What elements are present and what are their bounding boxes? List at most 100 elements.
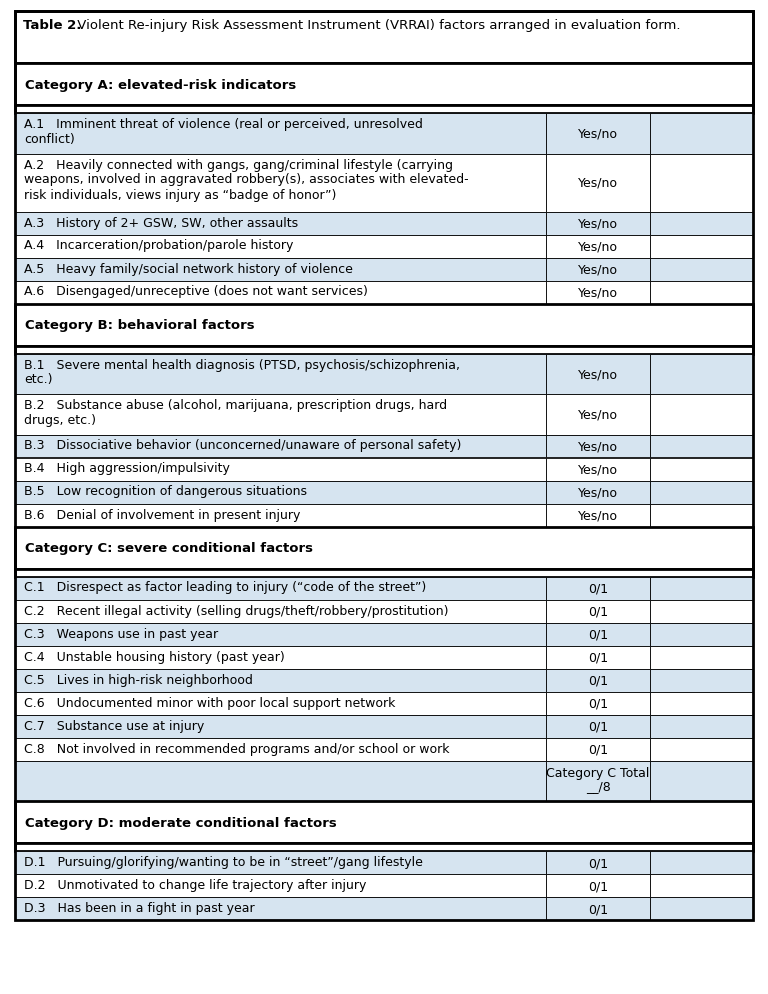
- Text: C.4   Unstable housing history (past year): C.4 Unstable housing history (past year): [24, 650, 285, 663]
- Text: A.2   Heavily connected with gangs, gang/criminal lifestyle (carrying
weapons, i: A.2 Heavily connected with gangs, gang/c…: [24, 158, 468, 202]
- Text: Category A: elevated-risk indicators: Category A: elevated-risk indicators: [25, 79, 296, 91]
- Bar: [546, 395, 650, 435]
- Text: C.1   Disrespect as factor leading to injury (“code of the street”): C.1 Disrespect as factor leading to inju…: [24, 580, 426, 593]
- Bar: [546, 669, 650, 692]
- Bar: [15, 577, 546, 600]
- Text: Yes/no: Yes/no: [578, 177, 618, 190]
- Bar: [15, 354, 546, 395]
- Bar: [15, 898, 546, 920]
- Bar: [15, 527, 753, 569]
- Bar: [15, 481, 546, 504]
- Bar: [650, 646, 753, 669]
- Bar: [546, 258, 650, 281]
- Bar: [15, 801, 753, 843]
- Text: 0/1: 0/1: [588, 856, 608, 869]
- Bar: [650, 236, 753, 258]
- Text: Yes/no: Yes/no: [578, 486, 618, 499]
- Text: D.1   Pursuing/glorifying/wanting to be in “street”/gang lifestyle: D.1 Pursuing/glorifying/wanting to be in…: [24, 855, 423, 868]
- Bar: [546, 646, 650, 669]
- Text: Yes/no: Yes/no: [578, 368, 618, 381]
- Bar: [546, 851, 650, 874]
- Text: B.4   High aggression/impulsivity: B.4 High aggression/impulsivity: [24, 462, 230, 475]
- Text: __/8: __/8: [586, 779, 611, 792]
- Bar: [546, 715, 650, 738]
- Bar: [650, 669, 753, 692]
- Bar: [15, 715, 546, 738]
- Bar: [15, 64, 753, 106]
- Text: Category C: severe conditional factors: Category C: severe conditional factors: [25, 542, 313, 555]
- Text: Violent Re-injury Risk Assessment Instrument (VRRAI) factors arranged in evaluat: Violent Re-injury Risk Assessment Instru…: [73, 19, 680, 32]
- Bar: [546, 236, 650, 258]
- Bar: [15, 12, 753, 64]
- Text: Yes/no: Yes/no: [578, 409, 618, 421]
- Bar: [650, 715, 753, 738]
- Bar: [650, 577, 753, 600]
- Bar: [546, 354, 650, 395]
- Text: B.3   Dissociative behavior (unconcerned/unaware of personal safety): B.3 Dissociative behavior (unconcerned/u…: [24, 439, 462, 452]
- Bar: [15, 738, 546, 760]
- Text: C.8   Not involved in recommended programs and/or school or work: C.8 Not involved in recommended programs…: [24, 742, 449, 754]
- Bar: [15, 569, 753, 577]
- Bar: [650, 435, 753, 458]
- Text: D.3   Has been in a fight in past year: D.3 Has been in a fight in past year: [24, 902, 255, 914]
- Bar: [546, 504, 650, 527]
- Bar: [15, 600, 546, 623]
- Text: A.3   History of 2+ GSW, SW, other assaults: A.3 History of 2+ GSW, SW, other assault…: [24, 217, 298, 230]
- Text: A.5   Heavy family/social network history of violence: A.5 Heavy family/social network history …: [24, 262, 353, 275]
- Text: C.6   Undocumented minor with poor local support network: C.6 Undocumented minor with poor local s…: [24, 696, 396, 709]
- Bar: [15, 623, 546, 646]
- Bar: [546, 623, 650, 646]
- Bar: [650, 458, 753, 481]
- Text: B.6   Denial of involvement in present injury: B.6 Denial of involvement in present inj…: [24, 508, 300, 521]
- Text: 0/1: 0/1: [588, 720, 608, 733]
- Bar: [546, 600, 650, 623]
- Text: B.5   Low recognition of dangerous situations: B.5 Low recognition of dangerous situati…: [24, 485, 307, 498]
- Bar: [546, 692, 650, 715]
- Bar: [650, 354, 753, 395]
- Bar: [15, 458, 546, 481]
- Bar: [650, 154, 753, 213]
- Bar: [15, 874, 546, 898]
- Bar: [546, 898, 650, 920]
- Bar: [650, 898, 753, 920]
- Bar: [15, 692, 546, 715]
- Text: 0/1: 0/1: [588, 879, 608, 892]
- Bar: [546, 154, 650, 213]
- Text: Yes/no: Yes/no: [578, 463, 618, 476]
- Text: B.1   Severe mental health diagnosis (PTSD, psychosis/schizophrenia,
etc.): B.1 Severe mental health diagnosis (PTSD…: [24, 358, 460, 386]
- Bar: [650, 692, 753, 715]
- Bar: [546, 481, 650, 504]
- Bar: [15, 851, 546, 874]
- Bar: [15, 154, 546, 213]
- Text: 0/1: 0/1: [588, 674, 608, 687]
- Bar: [650, 623, 753, 646]
- Bar: [546, 458, 650, 481]
- Bar: [650, 395, 753, 435]
- Text: Category D: moderate conditional factors: Category D: moderate conditional factors: [25, 816, 336, 829]
- Bar: [546, 114, 650, 154]
- Bar: [15, 435, 546, 458]
- Text: Yes/no: Yes/no: [578, 218, 618, 231]
- Text: 0/1: 0/1: [588, 743, 608, 755]
- Text: A.6   Disengaged/unreceptive (does not want services): A.6 Disengaged/unreceptive (does not wan…: [24, 285, 368, 298]
- Text: C.5   Lives in high-risk neighborhood: C.5 Lives in high-risk neighborhood: [24, 673, 253, 686]
- Text: Yes/no: Yes/no: [578, 127, 618, 140]
- Text: Table 2.: Table 2.: [23, 19, 81, 32]
- Text: Category B: behavioral factors: Category B: behavioral factors: [25, 319, 255, 332]
- Bar: [650, 738, 753, 760]
- Bar: [650, 213, 753, 236]
- Bar: [15, 669, 546, 692]
- Text: Yes/no: Yes/no: [578, 440, 618, 453]
- Bar: [546, 281, 650, 304]
- Bar: [546, 213, 650, 236]
- Text: Yes/no: Yes/no: [578, 286, 618, 299]
- Text: A.1   Imminent threat of violence (real or perceived, unresolved
conflict): A.1 Imminent threat of violence (real or…: [24, 118, 423, 146]
- Bar: [650, 281, 753, 304]
- Bar: [650, 481, 753, 504]
- Bar: [15, 114, 546, 154]
- Text: Yes/no: Yes/no: [578, 241, 618, 253]
- Text: 0/1: 0/1: [588, 903, 608, 915]
- Bar: [15, 760, 546, 801]
- Bar: [546, 435, 650, 458]
- Bar: [15, 504, 546, 527]
